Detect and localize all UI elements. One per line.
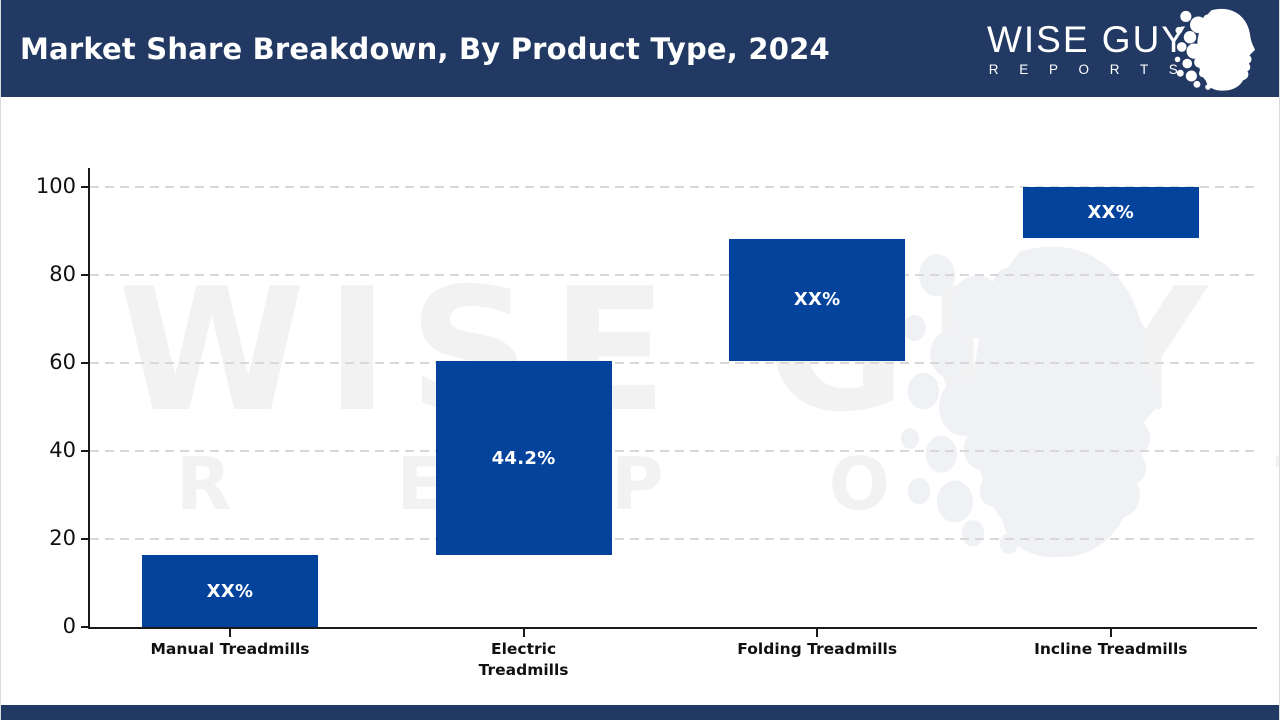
y-tick-mark-40 xyxy=(81,450,88,452)
x-category-label: Manual Treadmills xyxy=(150,640,310,658)
y-tick-mark-60 xyxy=(81,362,88,364)
logo-subtitle: R E P O R T S xyxy=(988,61,1187,77)
x-category-label: Incline Treadmills xyxy=(1034,640,1188,658)
header-bar: Market Share Breakdown, By Product Type,… xyxy=(0,0,1280,97)
gridline-100 xyxy=(90,186,1257,188)
x-tick-mark-3 xyxy=(1109,629,1112,637)
bar-segment[interactable]: XX% xyxy=(1022,187,1199,239)
bar-value-label: XX% xyxy=(793,289,841,311)
logo-text: WISE GUY R E P O R T S xyxy=(987,21,1188,77)
bar-segment[interactable]: XX% xyxy=(142,555,318,627)
bar-segment[interactable]: 44.2% xyxy=(435,360,612,556)
plot-area: 0 20 40 60 80 100 XX% Manual Treadmills 44.2% Ele… xyxy=(36,168,1257,679)
wise-guy-reports-logo: WISE GUY R E P O R T S xyxy=(987,2,1262,96)
gridline-20 xyxy=(90,538,1257,540)
x-tick-mark-0 xyxy=(229,629,231,637)
page-left-edge xyxy=(0,0,1,720)
y-tick-mark-0 xyxy=(81,626,88,628)
y-tick-label-40: 40 xyxy=(49,438,76,462)
y-tick-mark-20 xyxy=(81,538,88,540)
x-tick-mark-2 xyxy=(816,629,819,637)
y-tick-mark-100 xyxy=(81,186,88,188)
gridline-80 xyxy=(90,274,1257,276)
x-tick-mark-1 xyxy=(522,629,525,637)
y-tick-label-20: 20 xyxy=(49,526,76,550)
bar-segment[interactable]: XX% xyxy=(729,238,906,361)
gridline-40 xyxy=(90,450,1257,452)
x-category-label: Folding Treadmills xyxy=(737,640,898,658)
logo-wordmark: WISE GUY xyxy=(986,18,1188,60)
gridline-60 xyxy=(90,362,1257,364)
x-category-label: Electric Treadmills xyxy=(478,640,569,679)
bar-value-label: XX% xyxy=(206,580,254,602)
y-tick-label-80: 80 xyxy=(49,262,76,286)
y-tick-label-100: 100 xyxy=(35,174,76,198)
bar-value-label: 44.2% xyxy=(491,447,556,469)
footer-bar xyxy=(0,705,1280,720)
y-tick-label-60: 60 xyxy=(49,350,76,374)
chart-title: Market Share Breakdown, By Product Type,… xyxy=(20,31,830,66)
head-profile-dots-icon xyxy=(1174,8,1256,91)
bar-value-label: XX% xyxy=(1087,202,1135,224)
y-tick-mark-80 xyxy=(81,274,88,276)
y-tick-label-0: 0 xyxy=(62,614,76,638)
